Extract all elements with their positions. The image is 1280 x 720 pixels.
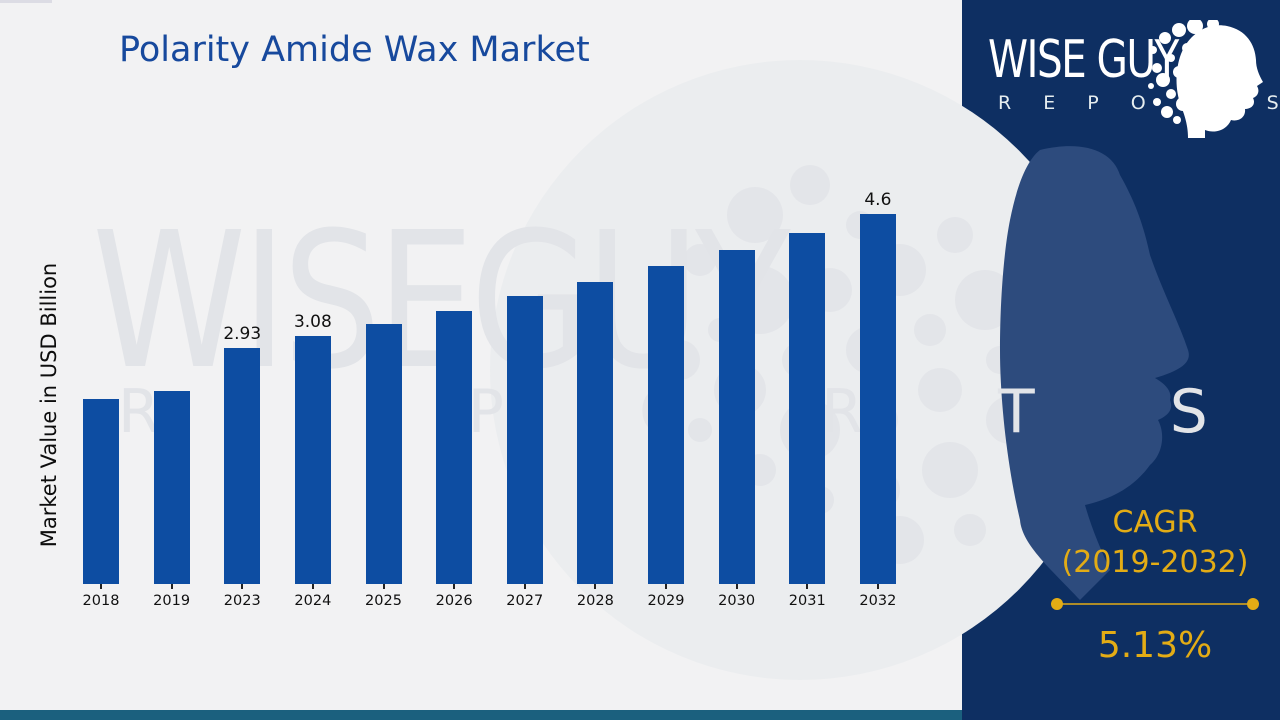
bar <box>365 324 402 584</box>
bar-group: 2027 <box>506 296 543 609</box>
chart-title: Polarity Amide Wax Market <box>119 30 590 70</box>
logo-head-icon <box>1148 20 1263 138</box>
x-axis-year-label: 2024 <box>294 593 332 609</box>
x-axis-tick <box>100 584 102 589</box>
cagr-value: 5.13% <box>1097 625 1213 666</box>
bar-group: 2025 <box>365 324 402 609</box>
cagr-block: CAGR (2019-2032) 5.13% <box>1040 505 1270 666</box>
bottom-teal-strip <box>0 710 1280 720</box>
x-axis-tick <box>170 584 173 589</box>
bar-group: 2026 <box>436 311 473 609</box>
cagr-label: CAGR <box>1112 505 1198 540</box>
bar-group: 2028 <box>577 282 614 609</box>
bar-group: 3.08 2024 <box>293 312 332 609</box>
bar-value-label: 2.93 <box>223 324 262 344</box>
bar-group: 2030 <box>718 250 755 609</box>
bar <box>436 311 473 584</box>
bar <box>648 266 684 584</box>
x-axis-tick <box>523 584 526 589</box>
bar-group: 2.93 2023 <box>223 324 262 609</box>
x-axis-tick <box>382 584 385 589</box>
bar <box>153 391 190 584</box>
x-axis-year-label: 2025 <box>365 593 402 609</box>
bar <box>859 214 896 584</box>
x-axis-year-label: 2029 <box>647 593 685 609</box>
x-axis-year-label: 2027 <box>506 593 544 609</box>
x-axis-year-label: 2023 <box>223 593 261 609</box>
bar <box>83 399 119 584</box>
x-axis-tick <box>735 584 738 589</box>
x-axis-tick <box>806 584 809 589</box>
bar <box>789 233 826 584</box>
x-axis-year-label: 2028 <box>576 593 614 609</box>
x-axis-year-label: 2031 <box>788 593 826 609</box>
bar-group: 2019 <box>153 391 190 609</box>
y-axis-label: Market Value in USD Billion <box>37 262 61 548</box>
bar-value-label: 3.08 <box>293 312 332 332</box>
x-axis-tick <box>311 584 314 589</box>
cagr-period: (2019-2032) <box>1061 545 1249 580</box>
x-axis-year-label: 2018 <box>82 593 120 609</box>
bar <box>224 348 261 584</box>
x-axis-year-label: 2026 <box>435 593 473 609</box>
x-axis-year-label: 2032 <box>859 593 897 609</box>
x-axis-year-label: 2019 <box>153 593 191 609</box>
bar-group: 2018 <box>83 399 119 609</box>
cagr-divider-line <box>1051 598 1259 610</box>
x-axis-tick <box>594 584 597 589</box>
bar-value-label: 4.6 <box>864 190 892 210</box>
bar-chart: 2018 2019 2.93 2023 3.08 2024 2025 <box>83 144 897 609</box>
bar-group: 2031 <box>789 233 826 609</box>
x-axis-tick <box>876 584 879 589</box>
top-left-sliver <box>0 0 52 3</box>
x-axis-tick <box>241 584 244 589</box>
bar <box>294 336 331 584</box>
x-axis-tick <box>453 584 456 589</box>
bar-group: 4.6 2032 <box>859 190 896 609</box>
x-axis-year-label: 2030 <box>718 593 756 609</box>
x-axis-tick <box>665 584 667 589</box>
bar <box>506 296 543 584</box>
bar-group: 2029 <box>648 266 684 609</box>
bar <box>577 282 614 584</box>
bar <box>718 250 755 584</box>
